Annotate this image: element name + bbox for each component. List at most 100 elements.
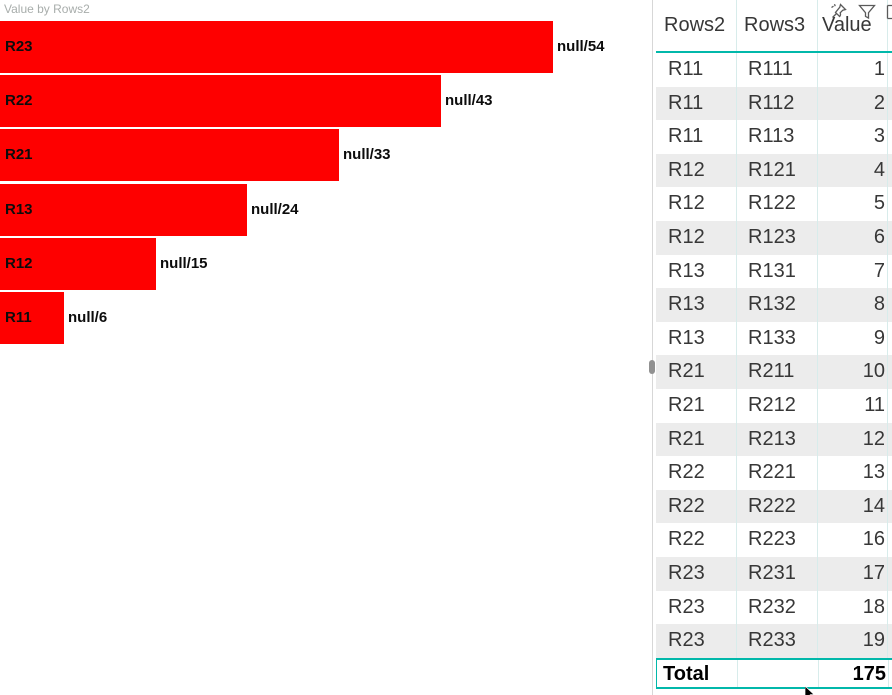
bar[interactable] bbox=[0, 292, 64, 344]
table-cell[interactable]: R11 bbox=[656, 53, 737, 87]
table-cell[interactable]: 2 bbox=[818, 86, 888, 121]
bar-row: R21 null/33 bbox=[0, 129, 652, 182]
table-cell[interactable]: 17 bbox=[818, 556, 888, 591]
table-cell[interactable]: 11 bbox=[818, 388, 888, 423]
table-cell[interactable]: R23 bbox=[656, 556, 737, 591]
bar-category-label: R21 bbox=[5, 146, 33, 164]
total-label: Total bbox=[657, 659, 738, 687]
bar[interactable] bbox=[0, 183, 247, 236]
table-cell[interactable]: R211 bbox=[737, 355, 818, 389]
table-cell[interactable]: R213 bbox=[737, 422, 818, 457]
table-cell[interactable]: R112 bbox=[737, 86, 818, 121]
table-cell[interactable]: 18 bbox=[818, 590, 888, 625]
scrollbar-thumb[interactable] bbox=[649, 360, 655, 374]
table-cell[interactable]: 3 bbox=[818, 120, 888, 154]
table-cell[interactable]: R233 bbox=[737, 624, 818, 658]
bar-value-label: null/54 bbox=[557, 38, 605, 55]
mouse-cursor bbox=[804, 685, 817, 695]
table-body: R11 R111 1 R11 R112 2 R11 R113 3 R12 R121 4 R12 R122 5… bbox=[656, 53, 892, 658]
table-cell[interactable]: 13 bbox=[818, 456, 888, 490]
column-header-rows2[interactable]: Rows2 bbox=[656, 0, 737, 51]
bar-category-label: R22 bbox=[5, 92, 33, 110]
table-cell[interactable]: R21 bbox=[656, 422, 737, 457]
table-cell[interactable]: R212 bbox=[737, 388, 818, 423]
table-row: R13 R133 9 bbox=[656, 321, 892, 356]
table-cell[interactable]: R123 bbox=[737, 220, 818, 255]
bar-row: R22 null/43 bbox=[0, 75, 652, 128]
table-cell[interactable]: R13 bbox=[656, 254, 737, 289]
table-cell[interactable]: 1 bbox=[818, 53, 888, 87]
table-row: R21 R212 11 bbox=[656, 388, 892, 423]
table-cell[interactable]: 4 bbox=[818, 153, 888, 188]
bar[interactable] bbox=[0, 129, 339, 182]
table-cell[interactable]: R131 bbox=[737, 254, 818, 289]
chart-title: Value by Rows2 bbox=[4, 2, 90, 16]
table-row: R11 R111 1 bbox=[656, 53, 892, 87]
table-cell[interactable]: R121 bbox=[737, 153, 818, 188]
table-cell[interactable]: R111 bbox=[737, 53, 818, 87]
bar[interactable] bbox=[0, 21, 553, 73]
table-row: R23 R233 19 bbox=[656, 624, 892, 658]
bar[interactable] bbox=[0, 237, 156, 290]
table-cell[interactable]: 10 bbox=[818, 355, 888, 389]
table-cell[interactable]: R132 bbox=[737, 288, 818, 322]
table-cell[interactable]: R133 bbox=[737, 321, 818, 356]
table-cell[interactable]: 8 bbox=[818, 288, 888, 322]
table-cell[interactable]: 9 bbox=[818, 321, 888, 356]
table-cell[interactable]: R231 bbox=[737, 556, 818, 591]
table-cell[interactable]: R11 bbox=[656, 120, 737, 154]
table-cell[interactable]: R232 bbox=[737, 590, 818, 625]
pin-icon[interactable] bbox=[828, 2, 850, 22]
bar[interactable] bbox=[0, 75, 441, 128]
table-cell[interactable]: R21 bbox=[656, 355, 737, 389]
table-cell[interactable]: 6 bbox=[818, 220, 888, 255]
total-spacer bbox=[738, 659, 819, 687]
table-cell[interactable]: 19 bbox=[818, 624, 888, 658]
table-cell[interactable]: R13 bbox=[656, 321, 737, 356]
table-row: R12 R122 5 bbox=[656, 187, 892, 221]
bar-value-label: null/24 bbox=[251, 200, 299, 218]
table-cell[interactable]: R223 bbox=[737, 523, 818, 557]
bar-row: R13 null/24 bbox=[0, 183, 652, 236]
table-cell[interactable]: 16 bbox=[818, 523, 888, 557]
table-cell[interactable]: R113 bbox=[737, 120, 818, 154]
table-cell[interactable]: 12 bbox=[818, 422, 888, 457]
column-header-rows3[interactable]: Rows3 bbox=[737, 0, 818, 51]
table-cell[interactable]: R12 bbox=[656, 153, 737, 188]
table-row: R13 R131 7 bbox=[656, 254, 892, 289]
table-cell[interactable]: R22 bbox=[656, 523, 737, 557]
table-header-row: Rows2 Rows3 Value bbox=[656, 0, 892, 53]
table-cell[interactable]: 5 bbox=[818, 187, 888, 221]
table-cell[interactable]: R22 bbox=[656, 489, 737, 524]
table-cell[interactable]: R11 bbox=[656, 86, 737, 121]
table-row: R12 R121 4 bbox=[656, 153, 892, 188]
table-cell[interactable]: 14 bbox=[818, 489, 888, 524]
table-cell[interactable]: R12 bbox=[656, 220, 737, 255]
table-cell[interactable]: R23 bbox=[656, 624, 737, 658]
bar-chart-visual: Value by Rows2 R23 null/54 R22 null/43 R21 nu… bbox=[0, 2, 652, 344]
bar-value-label: null/6 bbox=[68, 309, 108, 326]
visual-divider-scroll-track bbox=[652, 0, 653, 695]
table-cell[interactable]: R23 bbox=[656, 590, 737, 625]
table-cell[interactable]: R21 bbox=[656, 388, 737, 423]
column-header-value[interactable]: Value bbox=[818, 0, 888, 51]
focus-mode-icon[interactable] bbox=[884, 2, 892, 22]
table-cell[interactable]: R22 bbox=[656, 456, 737, 490]
filter-icon[interactable] bbox=[856, 2, 878, 22]
table-cell[interactable]: R222 bbox=[737, 489, 818, 524]
bar-value-label: null/15 bbox=[160, 254, 208, 272]
table-row: R21 R211 10 bbox=[656, 355, 892, 389]
bar-row: R11 null/6 bbox=[0, 292, 652, 344]
table-cell[interactable]: R12 bbox=[656, 187, 737, 221]
table-cell[interactable]: R221 bbox=[737, 456, 818, 490]
table-cell[interactable]: 7 bbox=[818, 254, 888, 289]
table-row: R22 R222 14 bbox=[656, 489, 892, 524]
bar-row: R23 null/54 bbox=[0, 21, 652, 73]
table-cell[interactable]: R122 bbox=[737, 187, 818, 221]
table-total-row: Total 175 bbox=[656, 657, 892, 689]
table-row: R13 R132 8 bbox=[656, 288, 892, 322]
table-row: R22 R221 13 bbox=[656, 456, 892, 490]
table-cell[interactable]: R13 bbox=[656, 288, 737, 322]
bar-category-label: R13 bbox=[5, 200, 33, 218]
